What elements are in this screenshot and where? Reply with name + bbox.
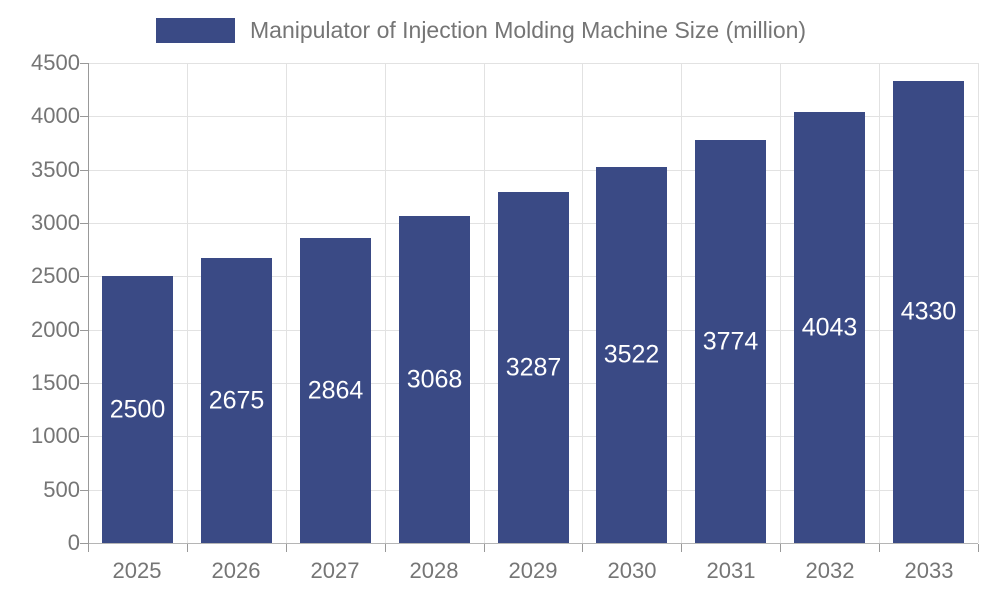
y-tick-label: 0 xyxy=(67,530,80,555)
bar: 3068 xyxy=(399,216,470,543)
y-tick-label: 1500 xyxy=(31,370,80,395)
y-tick-label: 2500 xyxy=(31,263,80,289)
x-gridline xyxy=(582,63,583,543)
bar: 4043 xyxy=(794,112,865,543)
x-gridline xyxy=(879,63,880,543)
y-gridline xyxy=(88,63,978,64)
legend[interactable]: Manipulator of Injection Molding Machine… xyxy=(156,17,806,44)
legend-swatch xyxy=(156,18,235,43)
x-axis-tick xyxy=(187,544,188,552)
bar-value-label: 3287 xyxy=(505,353,562,381)
x-axis-tick xyxy=(484,544,485,552)
y-tick-label: 2000 xyxy=(31,316,80,342)
bar-value-label: 4043 xyxy=(801,313,858,341)
y-axis-tick xyxy=(80,436,88,438)
y-tick-label: 3000 xyxy=(31,210,80,235)
y-axis-tick xyxy=(80,489,88,491)
x-tick-label: 2030 xyxy=(607,558,657,583)
y-gridline xyxy=(88,169,978,171)
y-tick-label: 1000 xyxy=(31,423,80,449)
bar-value-label: 3522 xyxy=(603,340,660,369)
bar-value-label: 4330 xyxy=(900,297,957,326)
bar: 2500 xyxy=(102,276,173,543)
y-axis-tick xyxy=(80,223,88,224)
x-axis-tick xyxy=(978,544,979,552)
x-tick-label: 2032 xyxy=(805,558,855,583)
y-axis-tick xyxy=(80,383,88,384)
x-tick-label: 2028 xyxy=(409,558,459,583)
x-gridline xyxy=(978,63,979,543)
x-tick-label: 2029 xyxy=(508,558,558,583)
y-axis-tick xyxy=(80,543,88,544)
bar: 3287 xyxy=(498,192,569,543)
y-tick-label: 3500 xyxy=(31,156,80,182)
x-axis-tick xyxy=(582,544,583,552)
x-gridline xyxy=(286,63,287,543)
x-tick-label: 2026 xyxy=(211,558,261,583)
x-axis-tick xyxy=(385,544,386,552)
bar-value-label: 2500 xyxy=(109,395,166,423)
bar-value-label: 3068 xyxy=(406,365,463,393)
y-tick-label: 4500 xyxy=(31,50,80,75)
x-axis-tick xyxy=(681,544,682,552)
x-gridline xyxy=(187,63,188,543)
y-axis-tick xyxy=(80,169,88,171)
bar-value-label: 2864 xyxy=(307,376,364,404)
chart-title: Manipulator of Injection Molding Machine… xyxy=(250,17,807,43)
x-tick-label: 2025 xyxy=(112,558,162,583)
x-tick-label: 2027 xyxy=(310,558,360,583)
y-axis-tick xyxy=(80,276,88,278)
y-tick-label: 500 xyxy=(43,476,80,502)
plot-area: 0 500 1000 1500 2000 2500 3000 3500 4000 4500 2500… xyxy=(31,50,979,583)
y-axis-tick xyxy=(80,116,88,118)
x-gridline xyxy=(780,63,781,543)
x-tick-label: 2031 xyxy=(706,558,756,583)
y-tick-label: 4000 xyxy=(31,103,80,129)
y-axis-tick xyxy=(80,63,88,64)
x-gridline xyxy=(484,63,485,543)
bar-value-label: 2675 xyxy=(208,386,265,414)
bar: 2864 xyxy=(300,238,371,543)
y-gridline xyxy=(88,116,978,118)
x-tick-label: 2033 xyxy=(904,558,954,583)
x-axis-tick xyxy=(286,544,287,552)
bar: 3522 xyxy=(596,167,667,543)
bar-value-label: 3774 xyxy=(702,327,759,355)
y-axis-line xyxy=(88,63,89,551)
bar: 2675 xyxy=(201,258,272,543)
x-axis-tick xyxy=(879,544,880,552)
bar: 3774 xyxy=(695,140,766,543)
x-gridline xyxy=(681,63,682,543)
x-axis-tick xyxy=(780,544,781,552)
x-axis-line xyxy=(88,543,978,544)
x-gridline xyxy=(385,63,386,543)
y-axis-tick xyxy=(80,329,88,331)
bar: 4330 xyxy=(893,81,964,543)
